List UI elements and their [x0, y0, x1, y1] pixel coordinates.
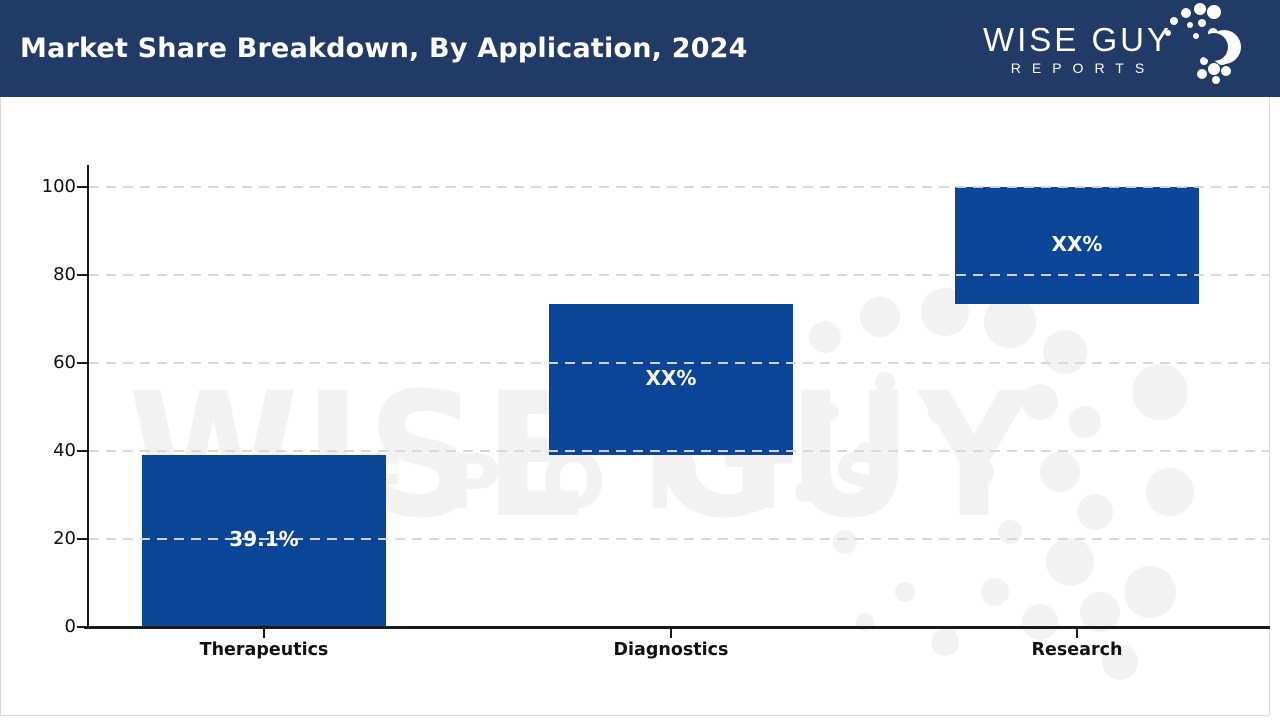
logo-face-icon — [1165, 2, 1241, 84]
wise-guy-reports-logo: WISE GUY REPORTS — [983, 0, 1242, 97]
y-tick-mark — [77, 362, 87, 364]
y-tick-mark — [77, 538, 87, 540]
y-gridline — [89, 538, 1270, 540]
bar-diagnostics — [549, 304, 793, 455]
y-tick-mark — [77, 626, 87, 628]
logo-subtitle: REPORTS — [1010, 59, 1156, 76]
x-category-label: Research — [1031, 640, 1123, 660]
y-tick-label: 80 — [53, 264, 76, 285]
y-gridline — [89, 186, 1270, 188]
bar-value-label: XX% — [1051, 231, 1103, 256]
y-tick-mark — [77, 186, 87, 188]
y-tick-label: 20 — [53, 528, 76, 549]
y-tick-label: 0 — [64, 616, 76, 637]
y-gridline — [89, 274, 1270, 276]
x-tick-mark — [1076, 629, 1078, 638]
chart-title: Market Share Breakdown, By Application, … — [20, 33, 748, 64]
y-axis-spine — [87, 165, 89, 627]
plot-area: WISE GUY REPORTS 0 20 40 60 80 100 39.1% Therap… — [0, 97, 1280, 720]
x-category-label: Therapeutics — [199, 640, 329, 660]
logo-wordmark: WISE GUY — [982, 20, 1172, 58]
x-category-label: Diagnostics — [613, 640, 729, 660]
bar-therapeutics — [142, 454, 386, 627]
bar-value-label: 39.1% — [229, 526, 299, 551]
y-tick-label: 100 — [41, 176, 76, 197]
y-tick-label: 40 — [53, 440, 76, 461]
y-gridline — [89, 450, 1270, 452]
y-tick-label: 60 — [53, 352, 76, 373]
logo-text: WISE GUY REPORTS — [982, 20, 1172, 76]
x-axis-spine — [84, 626, 1270, 629]
header-bar: Market Share Breakdown, By Application, … — [0, 0, 1280, 97]
y-gridline — [89, 362, 1270, 364]
y-tick-mark — [77, 274, 87, 276]
x-tick-mark — [263, 629, 265, 638]
y-tick-mark — [77, 450, 87, 452]
x-tick-mark — [670, 629, 672, 638]
bar-research — [955, 187, 1199, 305]
bar-value-label: XX% — [645, 365, 697, 390]
